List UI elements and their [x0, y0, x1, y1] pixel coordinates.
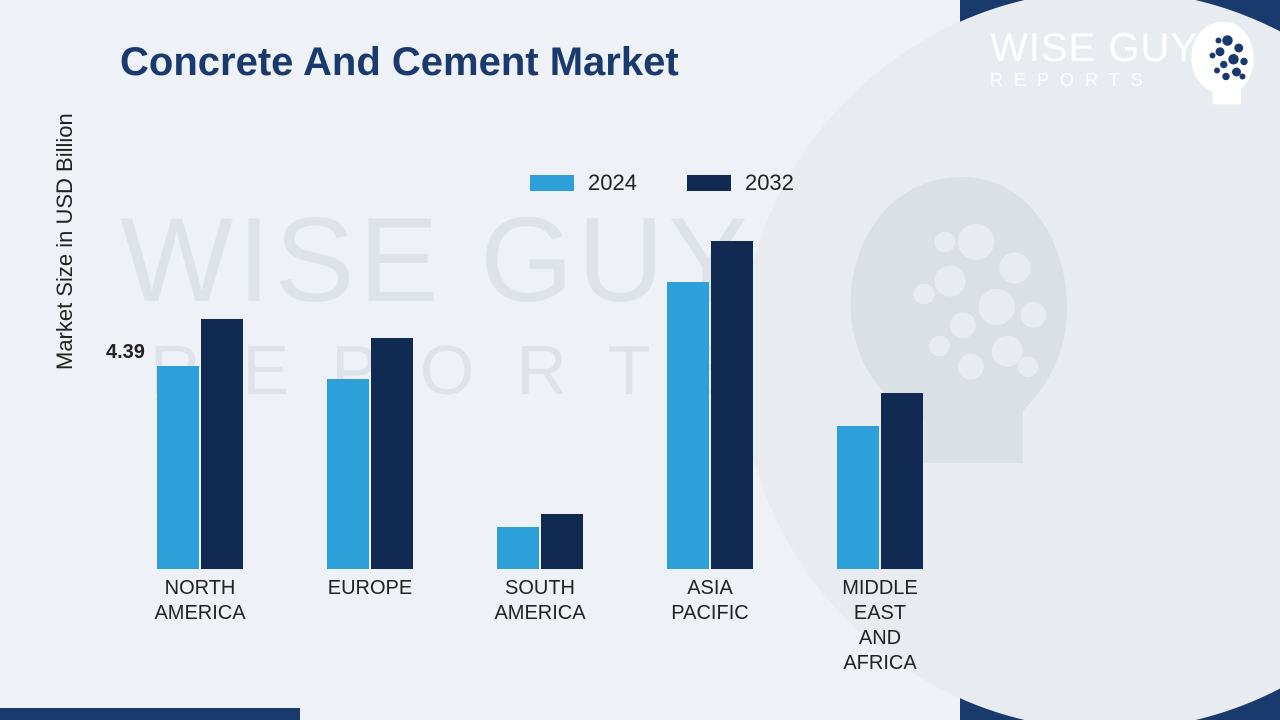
bar: [157, 366, 199, 569]
plot-area: [110, 200, 960, 570]
legend-item-2024: 2024: [530, 170, 637, 196]
x-axis-label: MIDDLEEASTANDAFRICA: [810, 576, 950, 676]
bar: [711, 241, 753, 569]
legend-label-2024: 2024: [588, 170, 637, 196]
bar: [327, 379, 369, 569]
bar: [881, 393, 923, 569]
bar-group: [310, 338, 430, 569]
y-axis-label: Market Size in USD Billion: [52, 113, 78, 370]
bar: [371, 338, 413, 569]
bar: [837, 426, 879, 569]
x-axis-label: EUROPE: [300, 576, 440, 601]
canvas: WISE GUY REPORTS Concrete And Cement Mar…: [0, 0, 1280, 720]
bar-chart: Market Size in USD Billion 2024 2032 NOR…: [90, 160, 970, 700]
x-axis-label: ASIAPACIFIC: [640, 576, 780, 626]
x-axis-label: SOUTHAMERICA: [470, 576, 610, 626]
bar-group: [140, 319, 260, 569]
legend: 2024 2032: [530, 170, 794, 196]
chart-title: Concrete And Cement Market: [120, 40, 679, 85]
bar-group: [820, 393, 940, 569]
x-axis-labels: NORTHAMERICA EUROPE SOUTHAMERICA ASIAPACIFI…: [110, 576, 960, 716]
legend-swatch-2024: [530, 175, 574, 191]
bar: [541, 514, 583, 570]
bar-group: [480, 514, 600, 570]
legend-swatch-2032: [687, 175, 731, 191]
value-label: 4.39: [106, 341, 145, 364]
bar: [497, 527, 539, 569]
legend-label-2032: 2032: [745, 170, 794, 196]
bar: [201, 319, 243, 569]
legend-item-2032: 2032: [687, 170, 794, 196]
bar-group: [650, 241, 770, 569]
brand-head-icon: [1180, 18, 1260, 108]
x-axis-label: NORTHAMERICA: [130, 576, 270, 626]
bar: [667, 282, 709, 569]
